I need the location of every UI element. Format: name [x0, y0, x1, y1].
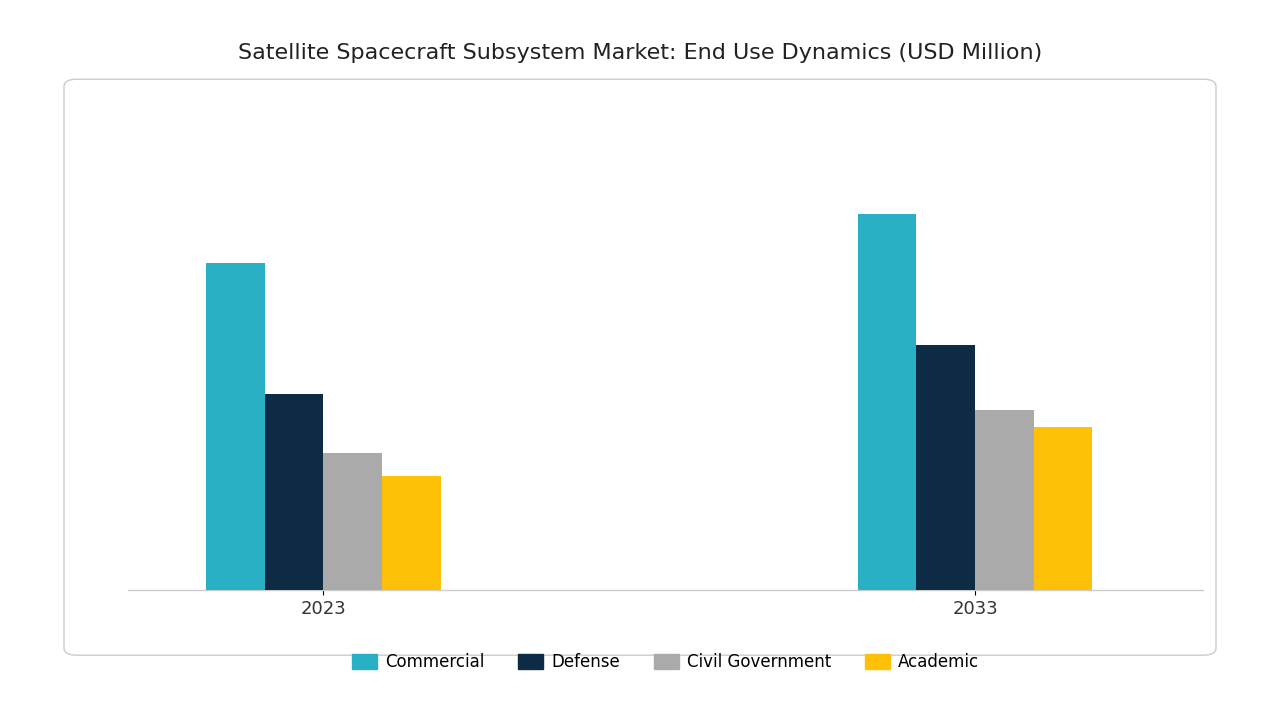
Bar [858, 214, 916, 590]
Bar [1034, 426, 1092, 590]
Text: Satellite Spacecraft Subsystem Market: End Use Dynamics (USD Million): Satellite Spacecraft Subsystem Market: E… [238, 43, 1042, 63]
Bar [206, 263, 265, 590]
FancyBboxPatch shape [64, 79, 1216, 655]
Bar [265, 394, 324, 590]
Bar [916, 345, 975, 590]
Bar [324, 453, 383, 590]
Bar [383, 476, 440, 590]
Legend: Commercial, Defense, Civil Government, Academic: Commercial, Defense, Civil Government, A… [346, 647, 986, 678]
Bar [975, 410, 1034, 590]
